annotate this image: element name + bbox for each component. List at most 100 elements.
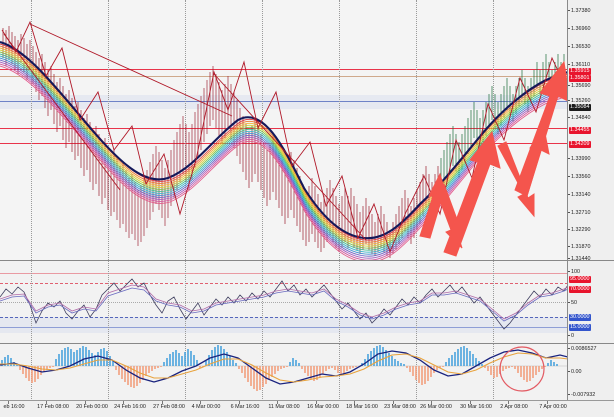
time-label: 23 Mar 08:00 [384, 404, 416, 410]
time-gridline [416, 0, 417, 260]
support-price-tag: 1.34455 [569, 127, 591, 134]
macd-panel[interactable]: 0.0086527 0.00 -0.007932 [0, 343, 614, 401]
support-line-2 [0, 143, 568, 144]
stoch-level-tag: 30.0000 [569, 314, 591, 321]
stoch-level-tag: 15.0000 [569, 324, 591, 331]
time-tick-mark [393, 401, 394, 404]
price-tick: 1.35260 [568, 98, 591, 104]
time-tick-mark [316, 401, 317, 404]
time-label: 26 Mar 00:00 [420, 404, 452, 410]
stochastic-panel[interactable]: 100 95.0000 70.0000 50 30.0000 15.0000 0 [0, 260, 614, 344]
time-gridline [108, 344, 109, 401]
price-tick: 1.31440 [568, 256, 591, 262]
price-tick: 1.36960 [568, 26, 591, 32]
last-price-tag: 1.35084 [569, 104, 591, 111]
stoch-level-95 [0, 273, 568, 274]
resistance-line-2 [0, 76, 568, 77]
macd-signal-line [0, 352, 568, 383]
macd-tick: -0.007932 [567, 392, 596, 398]
time-gridline [339, 344, 340, 401]
price-tick: 1.36110 [567, 62, 591, 68]
annotation-arrows [419, 60, 568, 257]
macd-axis-scale[interactable]: 0.0086527 0.00 -0.007932 [567, 344, 614, 401]
stoch-k-line [0, 278, 568, 330]
time-label: 18 Mar 16:00 [346, 404, 378, 410]
resistance-price-tag: 1.35801 [569, 75, 591, 82]
time-label: 7 Apr 00:00 [539, 404, 567, 410]
stoch-level-70 [0, 283, 568, 284]
price-axis-scale[interactable]: 1.37380 1.36960 1.36530 1.36110 1.35915 … [567, 0, 614, 262]
time-tick-mark [162, 401, 163, 404]
stochastic-series-svg [0, 278, 568, 330]
time-tick-mark [508, 401, 509, 404]
time-label: 24 Feb 16:00 [114, 404, 146, 410]
macd-tick: 0.00 [568, 369, 582, 375]
stoch-level-30 [0, 317, 568, 318]
time-tick-mark [547, 401, 548, 404]
oversold-band [0, 317, 568, 333]
time-gridline [185, 261, 186, 344]
time-tick-mark [123, 401, 124, 404]
time-tick-mark [239, 401, 240, 404]
price-tick: 1.32710 [568, 210, 591, 216]
time-label: 17 Feb 08:00 [37, 404, 69, 410]
macd-series-svg [0, 345, 568, 392]
time-gridline [339, 0, 340, 260]
time-gridline [493, 261, 494, 344]
up-arrow-2 [443, 130, 501, 257]
stochastic-axis-scale[interactable]: 100 95.0000 70.0000 50 30.0000 15.0000 0 [567, 261, 614, 344]
stoch-level-15 [0, 327, 568, 328]
macd-line [0, 349, 568, 385]
time-label: 27 Feb 08:00 [153, 404, 185, 410]
time-gridline [493, 0, 494, 260]
midline-blue [0, 101, 568, 102]
price-chart-panel[interactable]: 1.37380 1.36960 1.36530 1.36110 1.35915 … [0, 0, 614, 262]
time-gridline [185, 0, 186, 260]
time-tick-mark [431, 401, 432, 404]
time-tick-mark [8, 401, 9, 404]
time-tick-mark [354, 401, 355, 404]
stoch-signal-line [0, 287, 568, 322]
price-tick: 1.34840 [568, 115, 591, 121]
macd-tick: 0.0086527 [567, 346, 597, 352]
time-label: 30 Mar 16:00 [460, 404, 492, 410]
time-label: 4 Mar 00:00 [191, 404, 221, 410]
time-tick-mark [200, 401, 201, 404]
support-price-tag: 1.34209 [569, 141, 591, 148]
time-tick-mark [277, 401, 278, 404]
price-band-highlight [0, 95, 568, 109]
time-label: eb 16:00 [3, 404, 25, 410]
time-gridline [416, 261, 417, 344]
price-tick: 1.37380 [568, 8, 591, 14]
price-tick: 1.33560 [568, 174, 591, 180]
stoch-d-line [0, 284, 568, 320]
price-tick: 1.35690 [568, 83, 591, 89]
time-label: 2 Apr 08:00 [500, 404, 528, 410]
zigzag-trendlines [1, 20, 567, 254]
slow-moving-average [0, 40, 568, 240]
price-tick: 1.33140 [568, 192, 591, 198]
macd-cross-circle [499, 346, 545, 392]
time-tick-mark [470, 401, 471, 404]
price-plot-area[interactable] [0, 0, 568, 260]
price-tick: 1.36530 [568, 44, 591, 50]
time-gridline [31, 261, 32, 344]
macd-histogram [1, 345, 558, 391]
stoch-level-tag: 95.0000 [569, 276, 591, 283]
stoch-tick: 100 [568, 269, 580, 275]
time-label: 16 Mar 00:00 [307, 404, 339, 410]
time-gridline [31, 0, 32, 260]
time-label: 20 Feb 00:00 [76, 404, 108, 410]
time-axis[interactable]: eb 16:00 17 Feb 08:00 20 Feb 00:00 24 Fe… [0, 400, 614, 417]
time-gridline [108, 261, 109, 344]
macd-plot-area[interactable] [0, 344, 568, 401]
stoch-level-50 [0, 302, 568, 303]
time-label: 6 Mar 16:00 [230, 404, 260, 410]
resistance-price-tag: 1.35915 [569, 68, 591, 75]
stochastic-plot-area[interactable] [0, 261, 568, 344]
price-tick: 1.31870 [568, 244, 591, 250]
time-label: 11 Mar 08:00 [268, 404, 300, 410]
time-gridline [262, 261, 263, 344]
time-tick-mark [46, 401, 47, 404]
